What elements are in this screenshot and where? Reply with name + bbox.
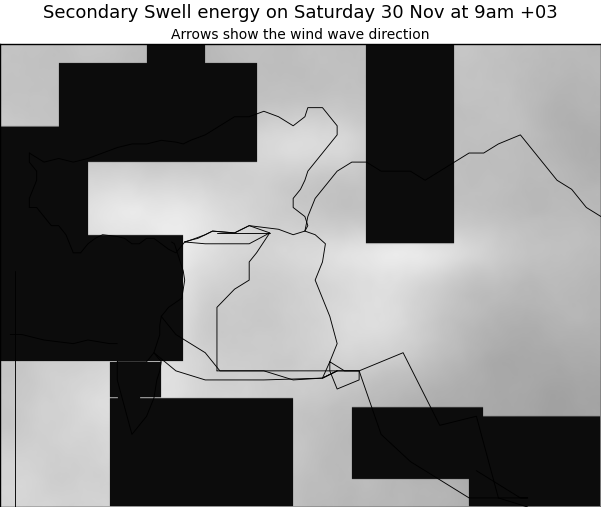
Text: Arrows show the wind wave direction: Arrows show the wind wave direction [171,28,430,42]
Text: Secondary Swell energy on Saturday 30 Nov at 9am +03: Secondary Swell energy on Saturday 30 No… [43,4,558,22]
